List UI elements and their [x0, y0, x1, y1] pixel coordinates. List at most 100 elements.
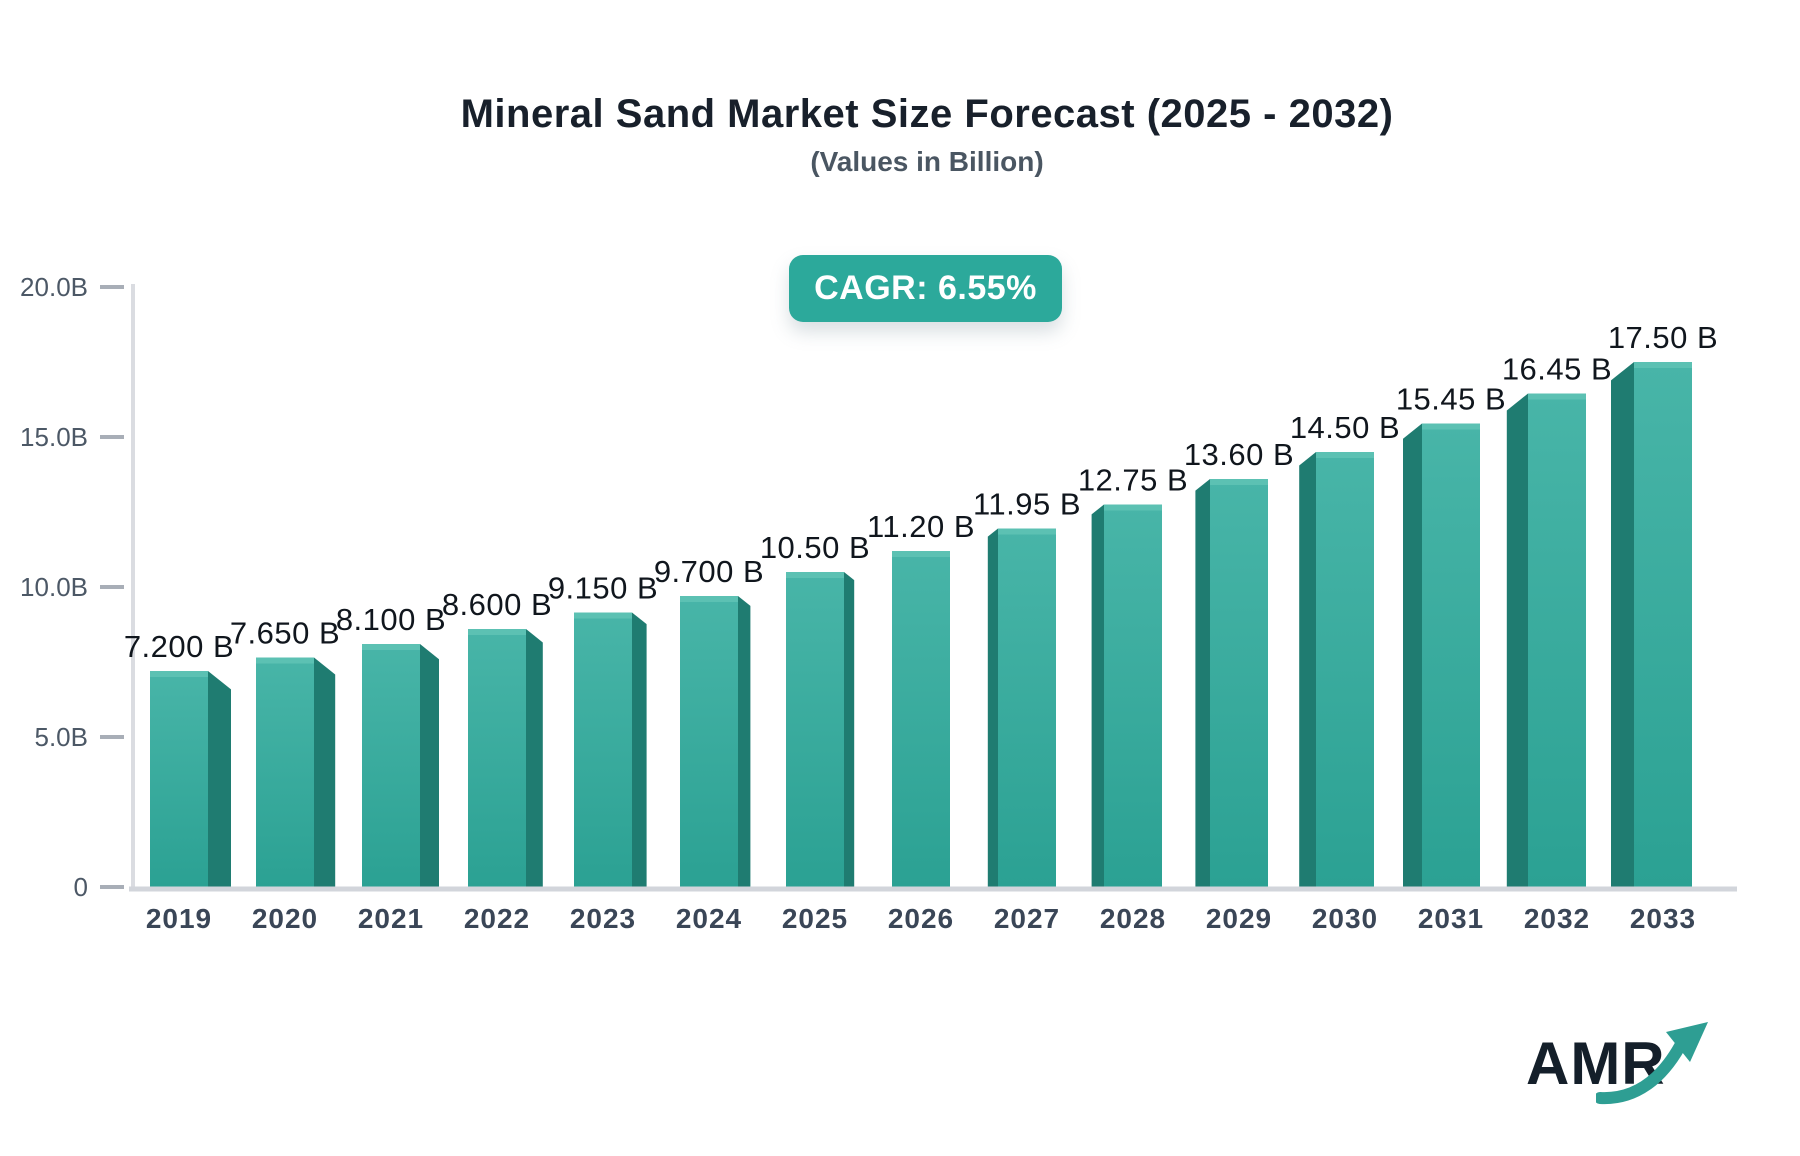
bar-front-face [1528, 393, 1586, 887]
bar-2023 [574, 612, 647, 887]
y-axis-tick-label: 15.0B [20, 422, 88, 452]
bar-top-edge [998, 528, 1056, 535]
bar-front-face [1210, 479, 1268, 887]
x-axis-label: 2020 [252, 903, 318, 934]
bar-2029 [1195, 479, 1268, 887]
bar-side-face [1403, 423, 1422, 887]
x-axis-label: 2030 [1312, 903, 1378, 934]
bar-value-label: 17.50 B [1608, 320, 1718, 355]
bar-2019 [150, 671, 231, 887]
bar-top-edge [150, 671, 208, 677]
x-axis-label: 2021 [358, 903, 424, 934]
bar-front-face [468, 629, 526, 887]
bar-value-label: 14.50 B [1290, 410, 1400, 445]
bar-2025 [786, 572, 855, 887]
bar-side-face [420, 644, 439, 887]
x-axis-label: 2025 [782, 903, 848, 934]
x-axis-label: 2032 [1524, 903, 1590, 934]
bar-front-face [1104, 504, 1162, 887]
bar-top-edge [1210, 479, 1268, 485]
bar-2030 [1299, 452, 1374, 887]
y-axis-tick-label: 0 [74, 872, 88, 902]
y-axis-tick-label: 10.0B [20, 572, 88, 602]
bar-top-edge [1528, 393, 1586, 400]
bar-2021 [362, 644, 439, 887]
bar-side-face [314, 657, 336, 887]
x-axis-label: 2029 [1206, 903, 1272, 934]
bar-front-face [150, 671, 208, 887]
bar-top-edge [468, 629, 526, 635]
amr-logo-text: AMR [1526, 1030, 1666, 1097]
bar-front-face [680, 596, 738, 887]
bar-top-edge [1316, 452, 1374, 458]
bar-side-face [738, 596, 751, 887]
x-axis-label: 2024 [676, 903, 742, 934]
bar-value-label: 11.20 B [867, 509, 975, 544]
bar-value-label: 7.650 B [230, 616, 340, 651]
bar-front-face [1316, 452, 1374, 887]
x-axis-label: 2031 [1418, 903, 1484, 934]
bar-top-edge [786, 572, 844, 578]
x-axis-label: 2022 [464, 903, 530, 934]
bar-side-face [526, 629, 543, 887]
bar-2028 [1091, 504, 1162, 887]
bar-2027 [987, 528, 1056, 887]
bar-2026 [892, 551, 950, 887]
bar-front-face [892, 551, 950, 887]
chart-subtitle: (Values in Billion) [810, 146, 1044, 177]
bar-top-edge [680, 596, 738, 602]
bar-top-edge [1422, 423, 1480, 430]
bar-value-label: 11.95 B [973, 487, 1081, 522]
bar-top-edge [1634, 362, 1692, 368]
y-axis-tick-label: 20.0B [20, 272, 88, 302]
bar-front-face [256, 657, 314, 887]
cagr-badge: CAGR: 6.55% [789, 255, 1062, 322]
bar-side-face [1091, 504, 1104, 887]
bar-front-face [1422, 423, 1480, 887]
bar-2022 [468, 629, 543, 887]
y-axis-tick-label: 5.0B [35, 722, 89, 752]
bar-value-label: 7.200 B [124, 629, 234, 664]
bar-side-face [1506, 393, 1528, 887]
bar-side-face [987, 528, 998, 887]
bar-value-label: 16.45 B [1502, 352, 1612, 387]
x-axis-label: 2026 [888, 903, 954, 934]
x-axis-label: 2023 [570, 903, 636, 934]
bar-value-label: 9.700 B [654, 554, 764, 589]
bar-top-edge [574, 612, 632, 619]
bar-front-face [1634, 362, 1692, 887]
amr-logo: AMR [1526, 1034, 1666, 1114]
bar-value-label: 15.45 B [1396, 382, 1506, 417]
bar-value-label: 10.50 B [760, 530, 870, 565]
bar-value-label: 8.600 B [442, 587, 552, 622]
bar-front-face [574, 612, 632, 887]
bar-top-edge [892, 551, 950, 557]
bar-2024 [680, 596, 751, 887]
bar-2032 [1506, 393, 1586, 887]
bar-side-face [1195, 479, 1210, 887]
x-axis-label: 2028 [1100, 903, 1166, 934]
bar-side-face [844, 572, 855, 887]
bar-value-label: 9.150 B [548, 571, 658, 606]
bar-2020 [256, 657, 336, 887]
bar-front-face [998, 528, 1056, 887]
bar-2033 [1611, 362, 1692, 887]
bar-top-edge [256, 657, 314, 664]
bar-side-face [632, 612, 647, 887]
bar-value-label: 8.100 B [336, 602, 446, 637]
chart-title: Mineral Sand Market Size Forecast (2025 … [460, 92, 1394, 136]
x-axis-label: 2033 [1630, 903, 1696, 934]
bar-side-face [1299, 452, 1316, 887]
bar-top-edge [1104, 504, 1162, 511]
bar-front-face [362, 644, 420, 887]
bar-side-face [1611, 362, 1634, 887]
x-axis-label: 2027 [994, 903, 1060, 934]
x-axis-label: 2019 [146, 903, 212, 934]
bar-value-label: 12.75 B [1078, 463, 1188, 498]
bar-side-face [208, 671, 231, 887]
bar-top-edge [362, 644, 420, 650]
bar-value-label: 13.60 B [1184, 437, 1294, 472]
bar-2031 [1403, 423, 1480, 887]
